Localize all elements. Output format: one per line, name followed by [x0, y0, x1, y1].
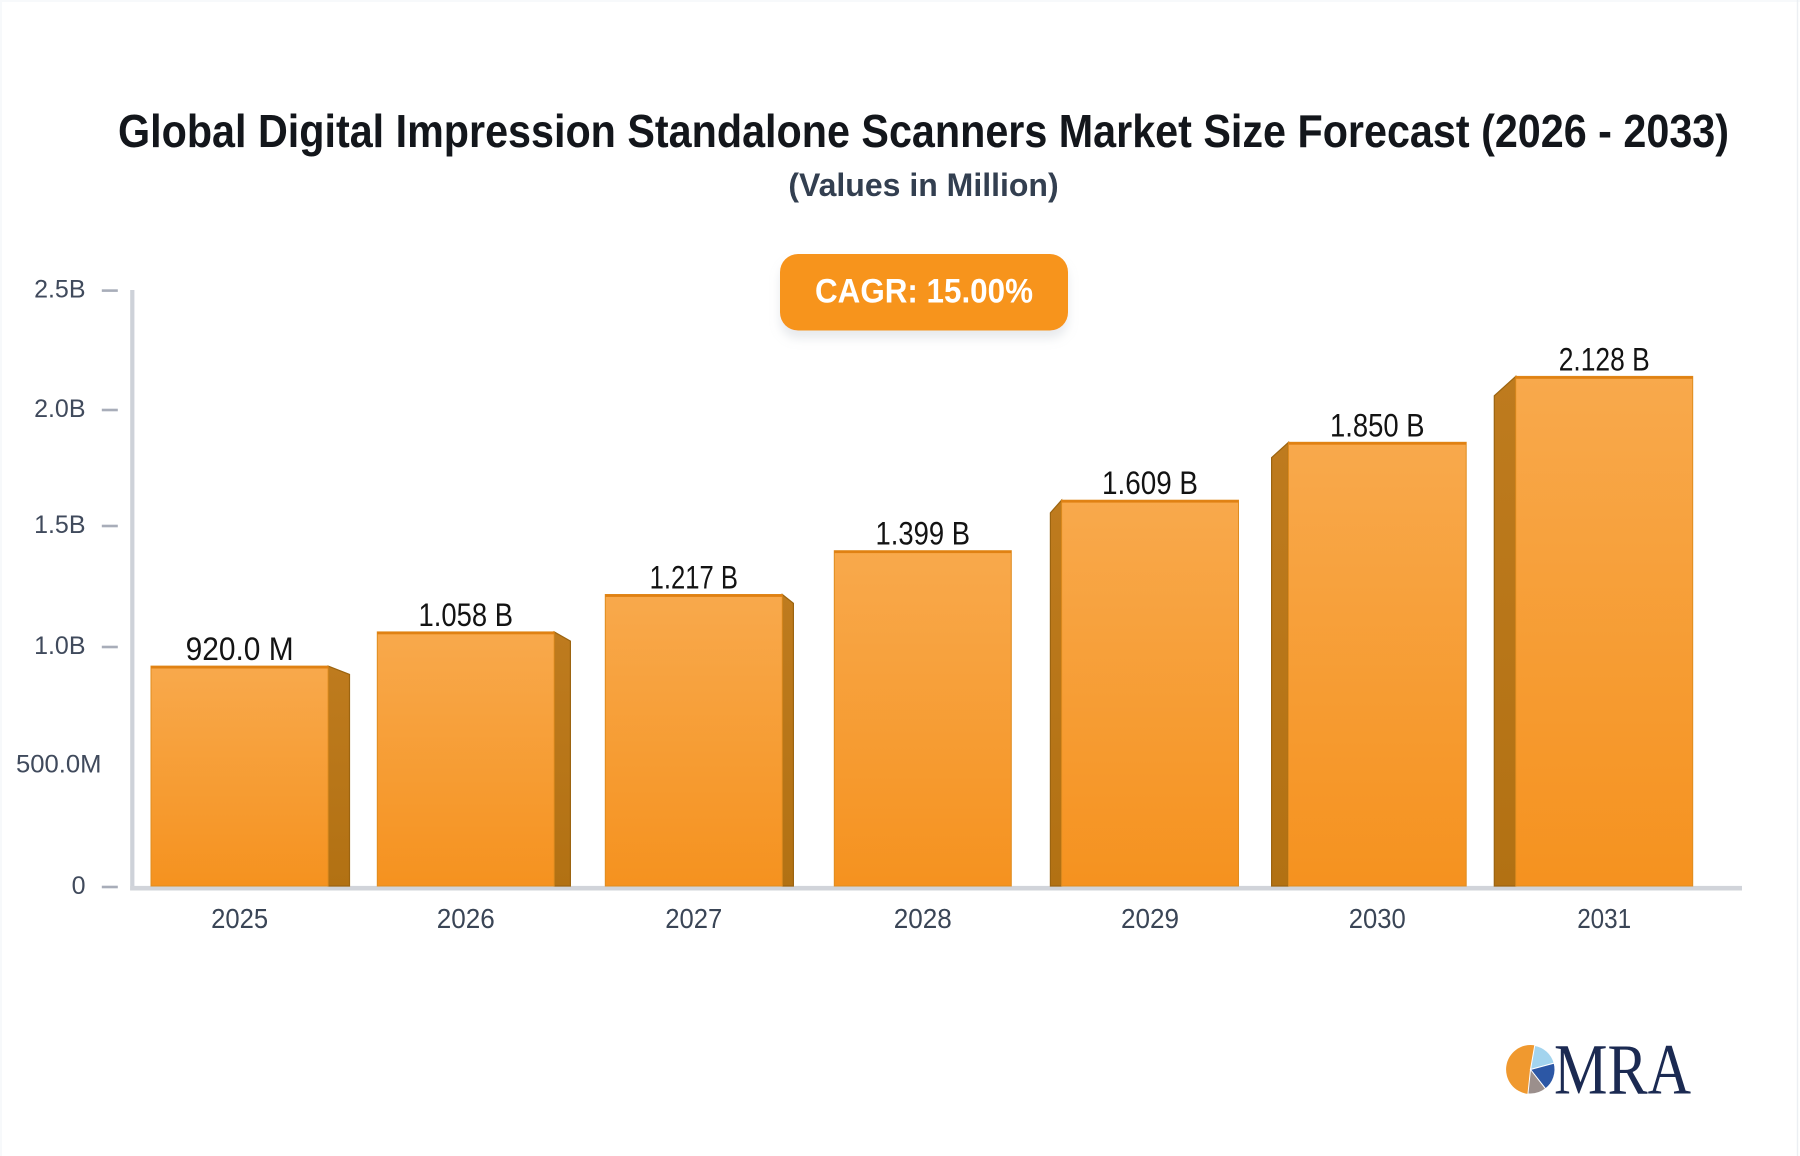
svg-text:Global Digital Impression Stan: Global Digital Impression Standalone Sca…: [118, 105, 1729, 157]
svg-text:CAGR: 15.00%: CAGR: 15.00%: [815, 273, 1033, 311]
svg-text:1.850 B: 1.850 B: [1330, 407, 1425, 443]
svg-text:2026: 2026: [437, 903, 495, 934]
svg-text:1.217 B: 1.217 B: [650, 560, 738, 596]
svg-text:920.0 M: 920.0 M: [186, 631, 294, 667]
svg-text:1.5B: 1.5B: [34, 511, 85, 539]
svg-text:1.399 B: 1.399 B: [876, 516, 971, 552]
svg-text:1.609 B: 1.609 B: [1102, 465, 1198, 501]
svg-text:1.058 B: 1.058 B: [419, 597, 514, 633]
svg-text:2031: 2031: [1577, 903, 1631, 934]
svg-text:2027: 2027: [665, 903, 722, 934]
svg-text:2.5B: 2.5B: [34, 275, 85, 303]
svg-text:2028: 2028: [894, 903, 952, 934]
svg-text:2030: 2030: [1349, 903, 1406, 934]
svg-text:500.0M: 500.0M: [16, 750, 102, 778]
svg-text:MRA: MRA: [1554, 1030, 1691, 1110]
svg-text:2025: 2025: [211, 903, 268, 934]
svg-text:0: 0: [72, 872, 86, 900]
svg-text:2.128 B: 2.128 B: [1559, 341, 1650, 377]
svg-text:2.0B: 2.0B: [34, 395, 85, 423]
svg-text:2029: 2029: [1121, 903, 1179, 934]
svg-text:(Values in Million): (Values in Million): [788, 167, 1058, 203]
svg-text:1.0B: 1.0B: [34, 632, 85, 660]
